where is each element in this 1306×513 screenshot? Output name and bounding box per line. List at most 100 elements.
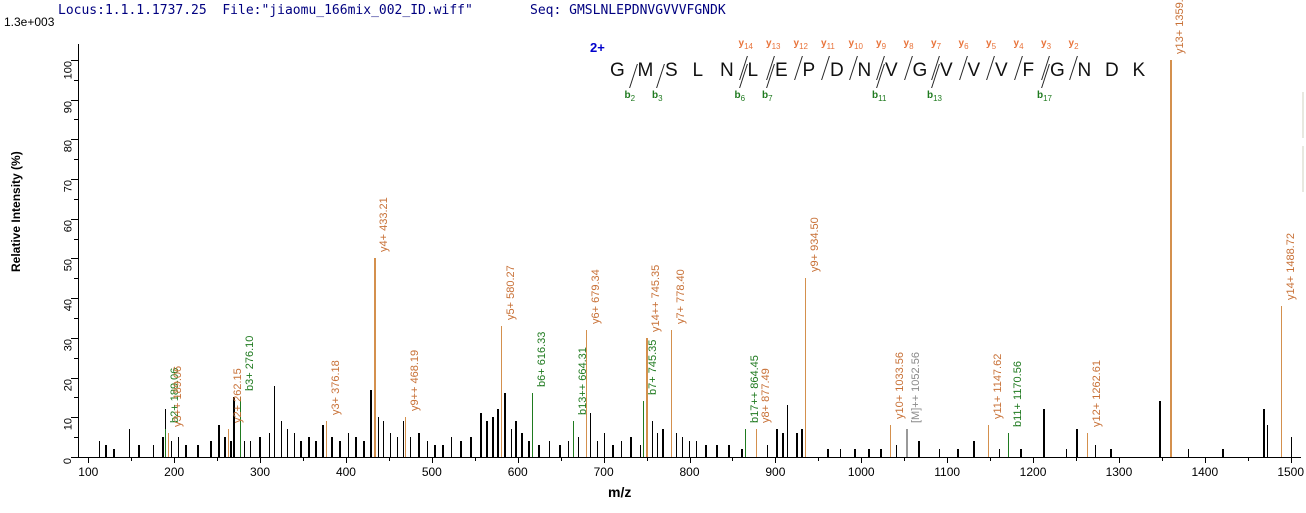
ladder-label-y9: y9 [876,38,887,51]
x-tick-minor [732,457,734,461]
peak-label: y12+ 1262.61 [1090,360,1103,428]
y-tick [71,377,78,379]
peak-unassigned [217,425,220,457]
peak-unassigned [651,421,654,457]
residue-n-10: N [857,60,872,81]
x-tick [174,457,176,463]
ladder-label-y11: y11 [821,38,835,51]
peak-unassigned [826,449,829,457]
peak-y-ion [1086,433,1089,457]
peak-unassigned [442,445,444,457]
peak-unassigned [273,385,276,457]
locus-file-line: Locus:1.1.1.1737.25 File:"jiaomu_166mix_… [58,3,473,18]
y-tick-label: 80 [40,134,74,152]
peak-unassigned [308,437,310,457]
x-tick-minor [474,457,476,461]
y-axis-title: Relative Intensity (%) [9,151,23,272]
x-tick-minor [990,457,992,461]
peak-label: y6+ 679.34 [589,269,602,324]
ladder-label-y10: y10 [848,38,863,51]
y-tick [71,139,78,141]
y-tick-label: 100 [40,55,74,79]
x-tick-minor [646,457,648,461]
residue-v-13: V [940,60,953,81]
peak-unassigned [479,413,482,457]
x-tick-label: 800 [679,465,700,479]
ladder-label-b17: b17 [1037,90,1053,103]
peak-unassigned [315,441,317,457]
x-tick-minor [818,457,820,461]
peak-y-ion [805,278,807,457]
y-tick-value: 30 [62,338,74,352]
peak-label: y9+ 934.50 [809,217,821,273]
peak-unassigned [1043,409,1045,457]
peak-unassigned [321,425,324,457]
ladder-label-b11: b11 [872,90,887,103]
peak-unassigned [1110,449,1112,457]
residue-k-20: K [1132,60,1146,81]
peak-unassigned [741,449,743,457]
ladder-label-y5: y5 [986,38,997,51]
residue-s-3: S [665,60,678,81]
residue-l-6: L [747,60,759,81]
x-tick-minor [904,457,906,461]
y-tick [71,59,78,61]
peak-unassigned [957,449,960,457]
edge-artifact-bottom [1302,146,1304,192]
x-tick-minor [217,457,219,461]
ladder-label-b7: b7 [762,90,773,103]
peak-unassigned [177,437,180,457]
residue-d-19: D [1105,60,1119,81]
peak-unassigned [170,441,173,457]
peak-unassigned [347,433,350,457]
peak-y-ion [988,425,990,457]
peak-unassigned [280,421,283,457]
peak-unassigned [801,429,803,457]
peak-unassigned [510,429,513,457]
y-tick-value: 0 [62,458,74,465]
peak-unassigned [396,437,399,457]
peak-unassigned [675,433,678,457]
ladder-tick-y12 [793,56,803,80]
peak-label: y10+ 1033.56 [894,352,907,420]
peak-unassigned [716,445,718,457]
peak-unassigned [938,449,941,457]
x-tick [345,457,347,463]
ladder-label-y12: y12 [793,38,808,51]
residue-p-8: P [802,60,816,81]
x-tick-label: 1300 [1105,465,1133,479]
peak-unassigned [917,441,920,457]
peak-unassigned [868,449,870,457]
peak-unassigned [776,429,778,457]
peak-y-ion [167,433,170,457]
x-tick-minor [131,457,133,461]
peak-unassigned [577,437,580,457]
peak-unassigned [681,437,684,457]
peak-label: b7+ 745.35 [646,340,659,396]
peak-unassigned [558,445,561,457]
peak-y-ion [1170,59,1172,457]
peak-unassigned [1221,449,1224,457]
peak-label: y2+ 262.15 [231,368,244,424]
y-tick-label: 20 [40,373,74,391]
peak-b-ion [239,397,241,457]
ladder-tick-y8 [903,56,913,80]
x-tick [88,457,90,463]
peak-unassigned [377,417,380,457]
y-tick-value: 40 [62,299,74,312]
peak-unassigned [331,437,333,457]
peak-unassigned [1020,449,1022,457]
peak-unassigned [497,409,499,457]
y-tick-label: 70 [40,174,74,192]
peak-unassigned [98,441,101,457]
x-axis-title: m/z [608,484,632,500]
peak-label: y13+ 1359.68 [1174,0,1187,54]
peak-unassigned [695,441,698,457]
peak-unassigned [382,421,385,457]
peak-unassigned [210,441,212,457]
y-tick [71,179,78,181]
y-tick-minor [74,437,78,439]
y-tick [71,337,78,339]
peak-unassigned [766,445,769,457]
peak-b-ion [531,393,534,457]
